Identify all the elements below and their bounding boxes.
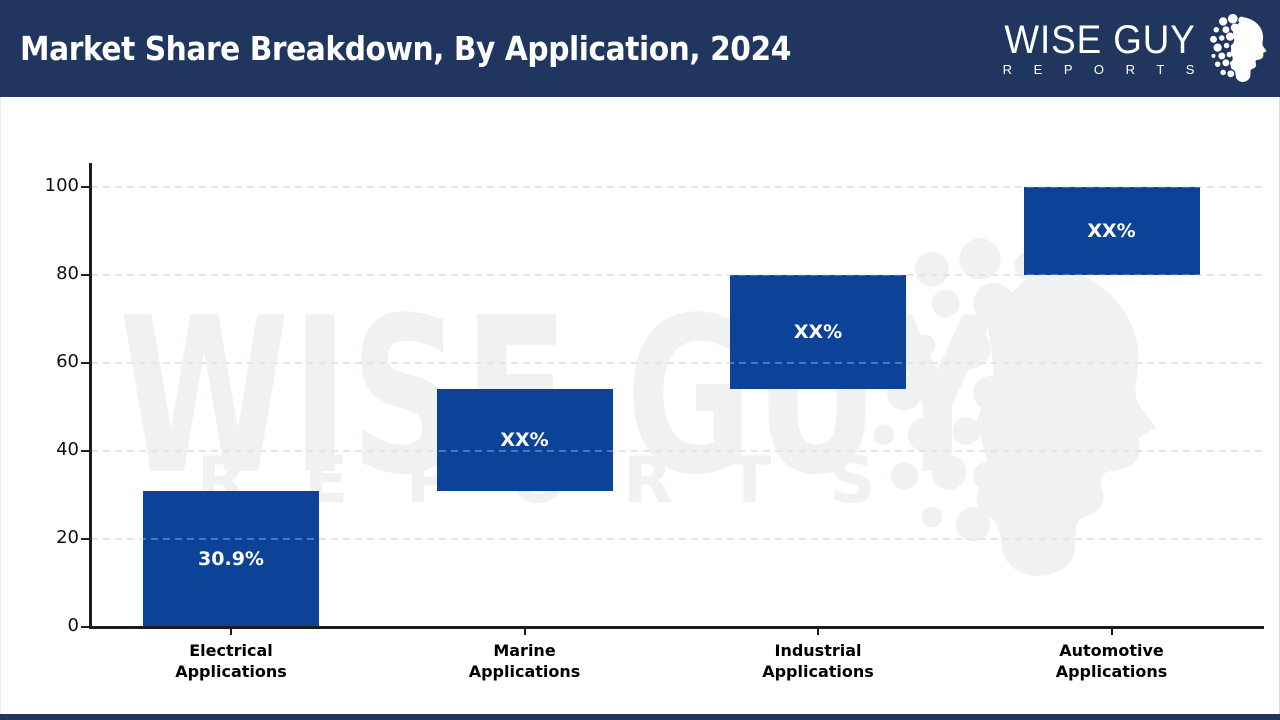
- bar-value-label: 30.9%: [198, 548, 264, 570]
- category-label: Marine Applications: [415, 641, 635, 683]
- header-bar: Market Share Breakdown, By Application, …: [0, 0, 1280, 97]
- wise-guy-face-icon: [1210, 13, 1267, 82]
- x-tick-mark: [817, 628, 819, 635]
- category-label-line: Electrical: [189, 641, 273, 660]
- bar-value-label: XX%: [500, 428, 549, 451]
- logo-brand-subtitle: R E P O R T S: [1002, 62, 1204, 77]
- category-label-line: Applications: [762, 661, 874, 681]
- y-tick-mark: [81, 626, 89, 628]
- logo-text: WISE GUY R E P O R T S: [996, 20, 1204, 77]
- gridline-overlay: [91, 450, 1263, 452]
- bar-segment: XX%: [1023, 187, 1200, 275]
- y-tick-label: 100: [44, 175, 79, 196]
- category-label-line: Applications: [468, 661, 581, 681]
- y-axis-line: [89, 163, 92, 629]
- y-tick-mark: [81, 450, 89, 452]
- category-label-line: Automotive: [1059, 641, 1164, 660]
- category-label-line: Applications: [175, 661, 287, 681]
- category-label: Automotive Applications: [1002, 641, 1222, 683]
- bar-segment: XX%: [436, 388, 613, 492]
- gridline: [91, 186, 1263, 188]
- y-tick-mark: [81, 362, 89, 364]
- x-tick-mark: [1110, 628, 1113, 635]
- category-label: Electrical Applications: [121, 641, 341, 683]
- gridline: [91, 362, 1263, 364]
- y-tick-label: 20: [56, 527, 79, 548]
- page-title: Market Share Breakdown, By Application, …: [20, 29, 791, 68]
- y-tick-mark: [81, 538, 89, 540]
- x-tick-mark: [230, 628, 232, 635]
- bar-value-label: XX%: [793, 320, 843, 343]
- category-label: Industrial Applications: [708, 641, 928, 683]
- gridline: [91, 450, 1263, 452]
- y-tick-label: 60: [56, 351, 79, 372]
- gridline-overlay: [91, 186, 1263, 188]
- y-tick-mark: [81, 186, 89, 188]
- y-tick-mark: [81, 274, 89, 276]
- gridline-overlay: [91, 538, 1263, 540]
- y-tick-label: 40: [56, 439, 79, 460]
- watermark-face-graphic: [869, 238, 1156, 576]
- category-label-line: Marine: [493, 641, 556, 660]
- category-label-line: Industrial: [774, 641, 862, 660]
- gridline: [91, 538, 1263, 540]
- category-label-line: Applications: [1055, 661, 1168, 681]
- bar-segment: 30.9%: [143, 491, 319, 627]
- bar-segment: XX%: [730, 275, 906, 389]
- gridline-overlay: [91, 274, 1263, 276]
- x-axis-line: [89, 626, 1264, 629]
- footer-bar: [0, 714, 1280, 720]
- y-tick-label: 0: [67, 615, 79, 636]
- wise-guy-logo: WISE GUY R E P O R T S: [996, 0, 1270, 97]
- x-tick-mark: [523, 628, 526, 635]
- gridline-overlay: [91, 362, 1263, 364]
- logo-brand-name: WISE GUY: [1004, 18, 1196, 62]
- bar-value-label: XX%: [1087, 220, 1136, 242]
- y-tick-label: 80: [56, 263, 79, 284]
- gridline: [91, 274, 1263, 276]
